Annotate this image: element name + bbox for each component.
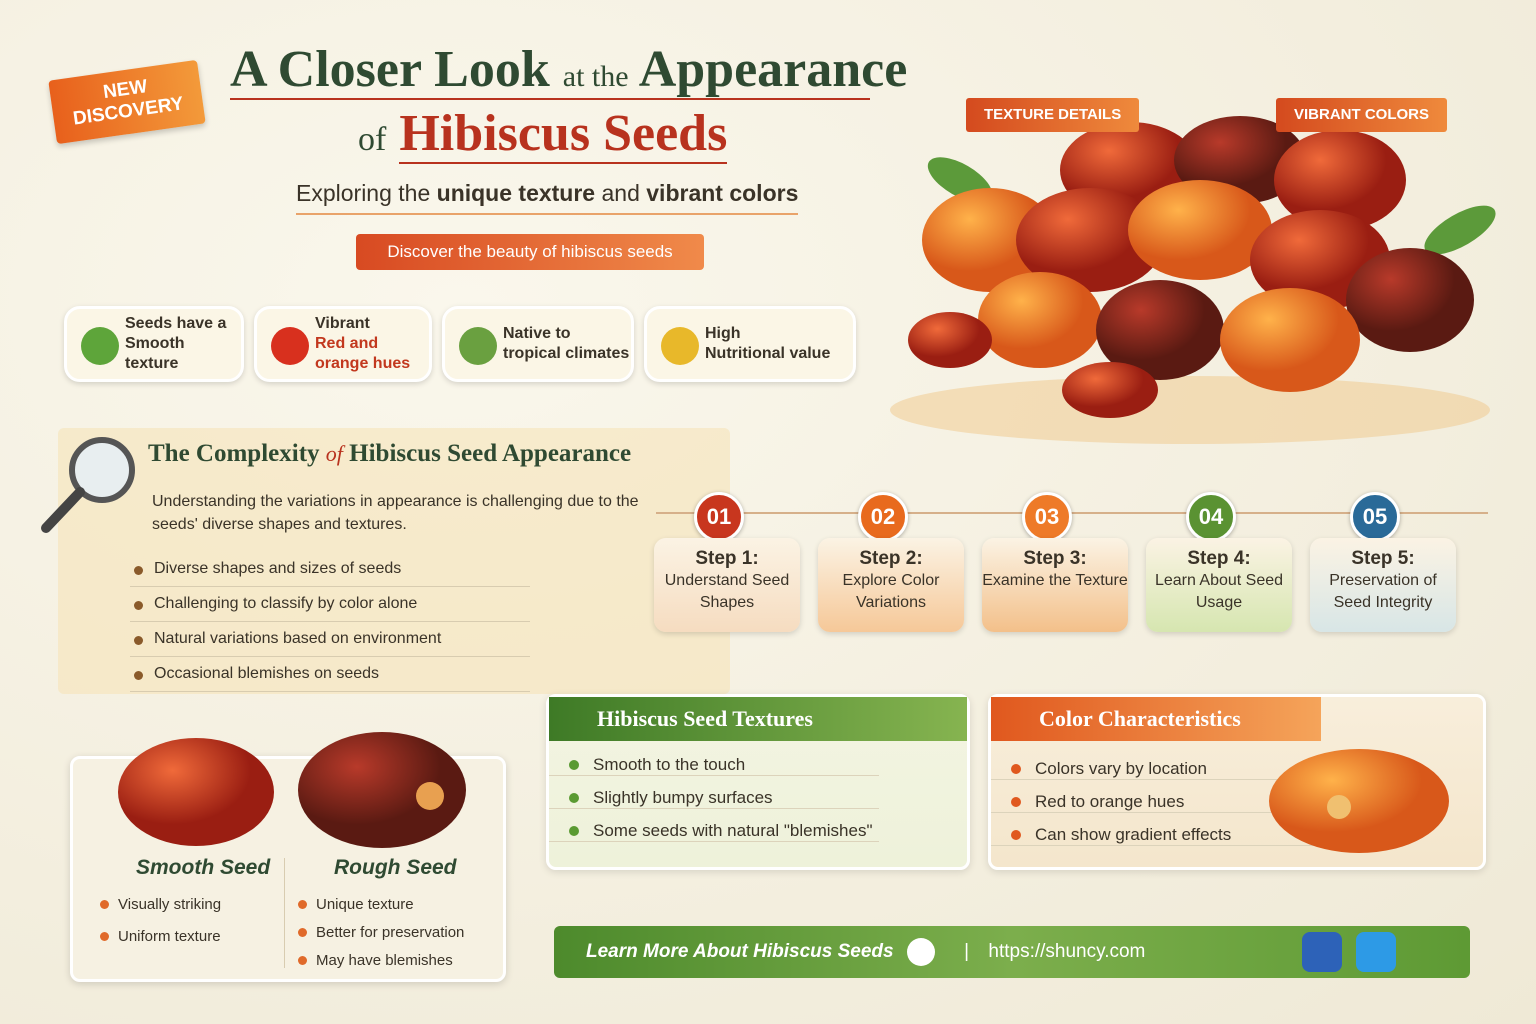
title-part: Hibiscus Seeds <box>399 105 728 164</box>
step-card: Step 4: Learn About Seed Usage <box>1146 538 1292 632</box>
box-point: Smooth to the touch <box>549 755 879 776</box>
comparison-title: Smooth Seed <box>136 856 271 879</box>
box-point: Slightly bumpy surfaces <box>549 788 879 809</box>
badge: NEW DISCOVERY <box>48 59 206 145</box>
divider <box>284 858 285 968</box>
colors-box: Color Characteristics Colors vary by loc… <box>988 694 1486 870</box>
feature-detail: Nutritional value <box>705 345 831 362</box>
step-number: 04 <box>1186 492 1236 542</box>
feature-icon <box>661 327 699 365</box>
tagline: Discover the beauty of hibiscus seeds <box>356 234 704 270</box>
title-part: The Complexity <box>148 440 320 467</box>
title-part: of <box>325 441 343 466</box>
feature-detail: tropical climates <box>503 345 630 362</box>
feature-card: Vibrant Red and orange hues <box>254 306 432 382</box>
title-part: at the <box>562 60 629 93</box>
title: A Closer Look at the Appearance <box>230 40 907 99</box>
bullet: Diverse shapes and sizes of seeds <box>130 560 530 587</box>
step-text: Learn About Seed Usage <box>1154 572 1284 611</box>
feature-title: High <box>705 325 741 342</box>
subtitle-part: unique texture <box>436 180 596 206</box>
step-card: Step 1: Understand Seed Shapes <box>654 538 800 632</box>
bullet: Challenging to classify by color alone <box>130 595 530 622</box>
magnifier-icon <box>41 437 135 533</box>
feature-icon <box>271 327 309 365</box>
step-label: Step 4: <box>1187 548 1251 569</box>
arrow-button[interactable] <box>906 937 935 966</box>
title-part: Appearance <box>638 41 908 98</box>
cta-link[interactable]: Learn More About Hibiscus Seeds <box>586 941 894 962</box>
step-number: 05 <box>1350 492 1400 542</box>
color-seed <box>1269 749 1449 853</box>
box-point: Can show gradient effects <box>991 825 1321 846</box>
step-card: Step 3: Examine the Texture <box>982 538 1128 632</box>
step-text: Understand Seed Shapes <box>664 572 790 611</box>
step-text: Preservation of Seed Integrity <box>1329 572 1437 611</box>
step-number: 03 <box>1022 492 1072 542</box>
feature-text: Native to tropical climates <box>503 324 629 364</box>
feature-detail: Smooth texture <box>125 335 185 372</box>
box-point: Some seeds with natural "blemishes" <box>549 821 879 842</box>
title-part: of <box>358 121 387 158</box>
step-card: Step 5: Preservation of Seed Integrity <box>1310 538 1456 632</box>
step-number: 02 <box>858 492 908 542</box>
box-title: Hibiscus Seed Textures <box>549 697 967 741</box>
timeline <box>656 512 1488 514</box>
footer-bar: Learn More About Hibiscus Seeds | https:… <box>554 926 1470 978</box>
comparison-title: Rough Seed <box>334 856 457 879</box>
title: of Hibiscus Seeds <box>358 104 728 164</box>
title-part: Hibiscus Seed Appearance <box>349 440 632 467</box>
feature-card: Native to tropical climates <box>442 306 634 382</box>
step-text: Examine the Texture <box>982 572 1128 589</box>
title-part: A Closer Look <box>230 41 550 98</box>
comparison-point: Uniform texture <box>98 928 221 945</box>
step-text: Explore Color Variations <box>842 572 940 611</box>
box-point: Colors vary by location <box>991 759 1321 780</box>
step-number: 01 <box>694 492 744 542</box>
bullet: Natural variations based on environment <box>130 630 530 657</box>
complexity-description: Understanding the variations in appearan… <box>152 493 639 533</box>
feature-card: High Nutritional value <box>644 306 856 382</box>
step-label: Step 3: <box>1023 548 1087 569</box>
url[interactable]: https://shuncy.com <box>988 941 1146 962</box>
feature-detail: Red and orange hues <box>315 335 411 372</box>
feature-text: Vibrant Red and orange hues <box>315 314 429 374</box>
step-card: Step 2: Explore Color Variations <box>818 538 964 632</box>
bullet: Occasional blemishes on seeds <box>130 665 530 692</box>
complexity-panel <box>58 428 730 694</box>
step-label: Step 1: <box>695 548 759 569</box>
comparison-seeds <box>118 732 466 848</box>
feature-title: Vibrant <box>315 315 370 332</box>
comparison-point: Unique texture <box>296 896 414 913</box>
feature-text: Seeds have a Smooth texture <box>125 314 241 374</box>
feature-title: Native to <box>503 325 571 342</box>
feature-icon <box>81 327 119 365</box>
subtitle-part: vibrant colors <box>646 180 799 206</box>
twitter-icon[interactable] <box>1356 932 1396 972</box>
seed-illustration <box>890 116 1496 444</box>
comparison-point: May have blemishes <box>296 952 453 969</box>
comparison-point: Better for preservation <box>296 924 464 941</box>
subtitle: Exploring the unique texture and vibrant… <box>296 180 799 215</box>
comparison-point: Visually striking <box>98 896 221 913</box>
separator: | <box>964 941 970 962</box>
image-tag: VIBRANT COLORS <box>1276 98 1447 132</box>
subtitle-part: Exploring the <box>296 180 431 206</box>
subtitle-part: and <box>601 180 640 206</box>
feature-icon <box>459 327 497 365</box>
box-point: Red to orange hues <box>991 792 1321 813</box>
step-label: Step 5: <box>1351 548 1415 569</box>
box-title: Color Characteristics <box>991 697 1321 741</box>
image-tag: TEXTURE DETAILS <box>966 98 1140 132</box>
rule <box>230 98 870 100</box>
complexity-title: The Complexity of Hibiscus Seed Appearan… <box>148 440 631 468</box>
facebook-icon[interactable] <box>1302 932 1342 972</box>
textures-box: Hibiscus Seed Textures Smooth to the tou… <box>546 694 970 870</box>
feature-title: Seeds have a <box>125 315 227 332</box>
feature-card: Seeds have a Smooth texture <box>64 306 244 382</box>
feature-text: High Nutritional value <box>705 324 830 364</box>
step-label: Step 2: <box>859 548 923 569</box>
